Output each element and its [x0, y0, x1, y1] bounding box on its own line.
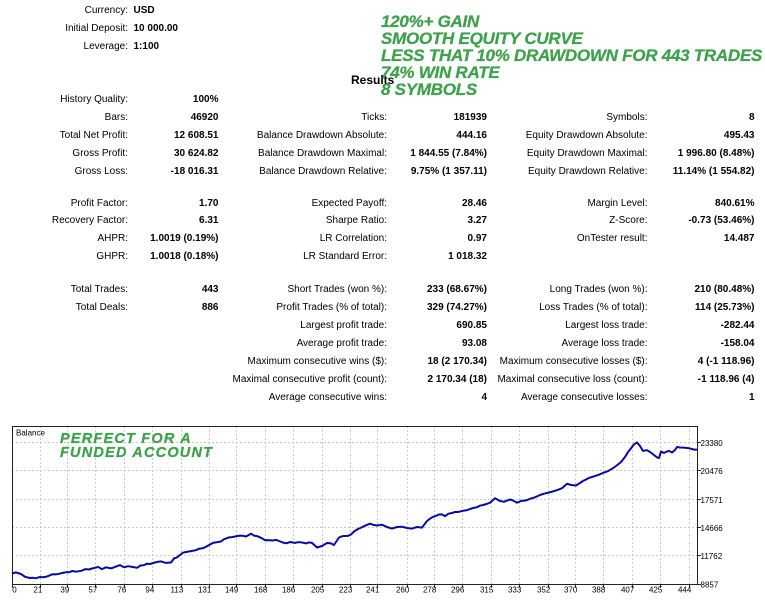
svg-text:278: 278 — [423, 586, 437, 595]
svg-text:352: 352 — [537, 586, 551, 595]
svg-text:20476: 20476 — [701, 467, 724, 476]
svg-text:205: 205 — [311, 586, 325, 595]
svg-text:94: 94 — [145, 586, 154, 595]
svg-text:315: 315 — [480, 586, 494, 595]
svg-text:0: 0 — [12, 586, 17, 595]
svg-text:11762: 11762 — [701, 552, 723, 561]
svg-text:407: 407 — [621, 586, 635, 595]
svg-text:14666: 14666 — [701, 524, 724, 533]
svg-text:149: 149 — [225, 586, 239, 595]
svg-text:Balance: Balance — [16, 429, 45, 438]
svg-text:23380: 23380 — [701, 439, 724, 448]
svg-text:296: 296 — [451, 586, 465, 595]
svg-text:168: 168 — [254, 586, 268, 595]
svg-text:76: 76 — [117, 586, 126, 595]
svg-text:223: 223 — [339, 586, 353, 595]
svg-text:425: 425 — [649, 586, 663, 595]
svg-text:260: 260 — [396, 586, 410, 595]
svg-text:57: 57 — [88, 586, 97, 595]
svg-text:131: 131 — [198, 586, 212, 595]
svg-text:21: 21 — [33, 586, 42, 595]
svg-text:17571: 17571 — [701, 496, 724, 505]
svg-text:333: 333 — [508, 586, 522, 595]
svg-text:444: 444 — [678, 586, 692, 595]
svg-text:241: 241 — [366, 586, 380, 595]
svg-text:113: 113 — [171, 586, 184, 595]
svg-text:388: 388 — [592, 586, 606, 595]
svg-text:186: 186 — [282, 586, 296, 595]
svg-text:8857: 8857 — [701, 580, 719, 589]
svg-text:370: 370 — [564, 586, 578, 595]
svg-text:39: 39 — [60, 586, 69, 595]
